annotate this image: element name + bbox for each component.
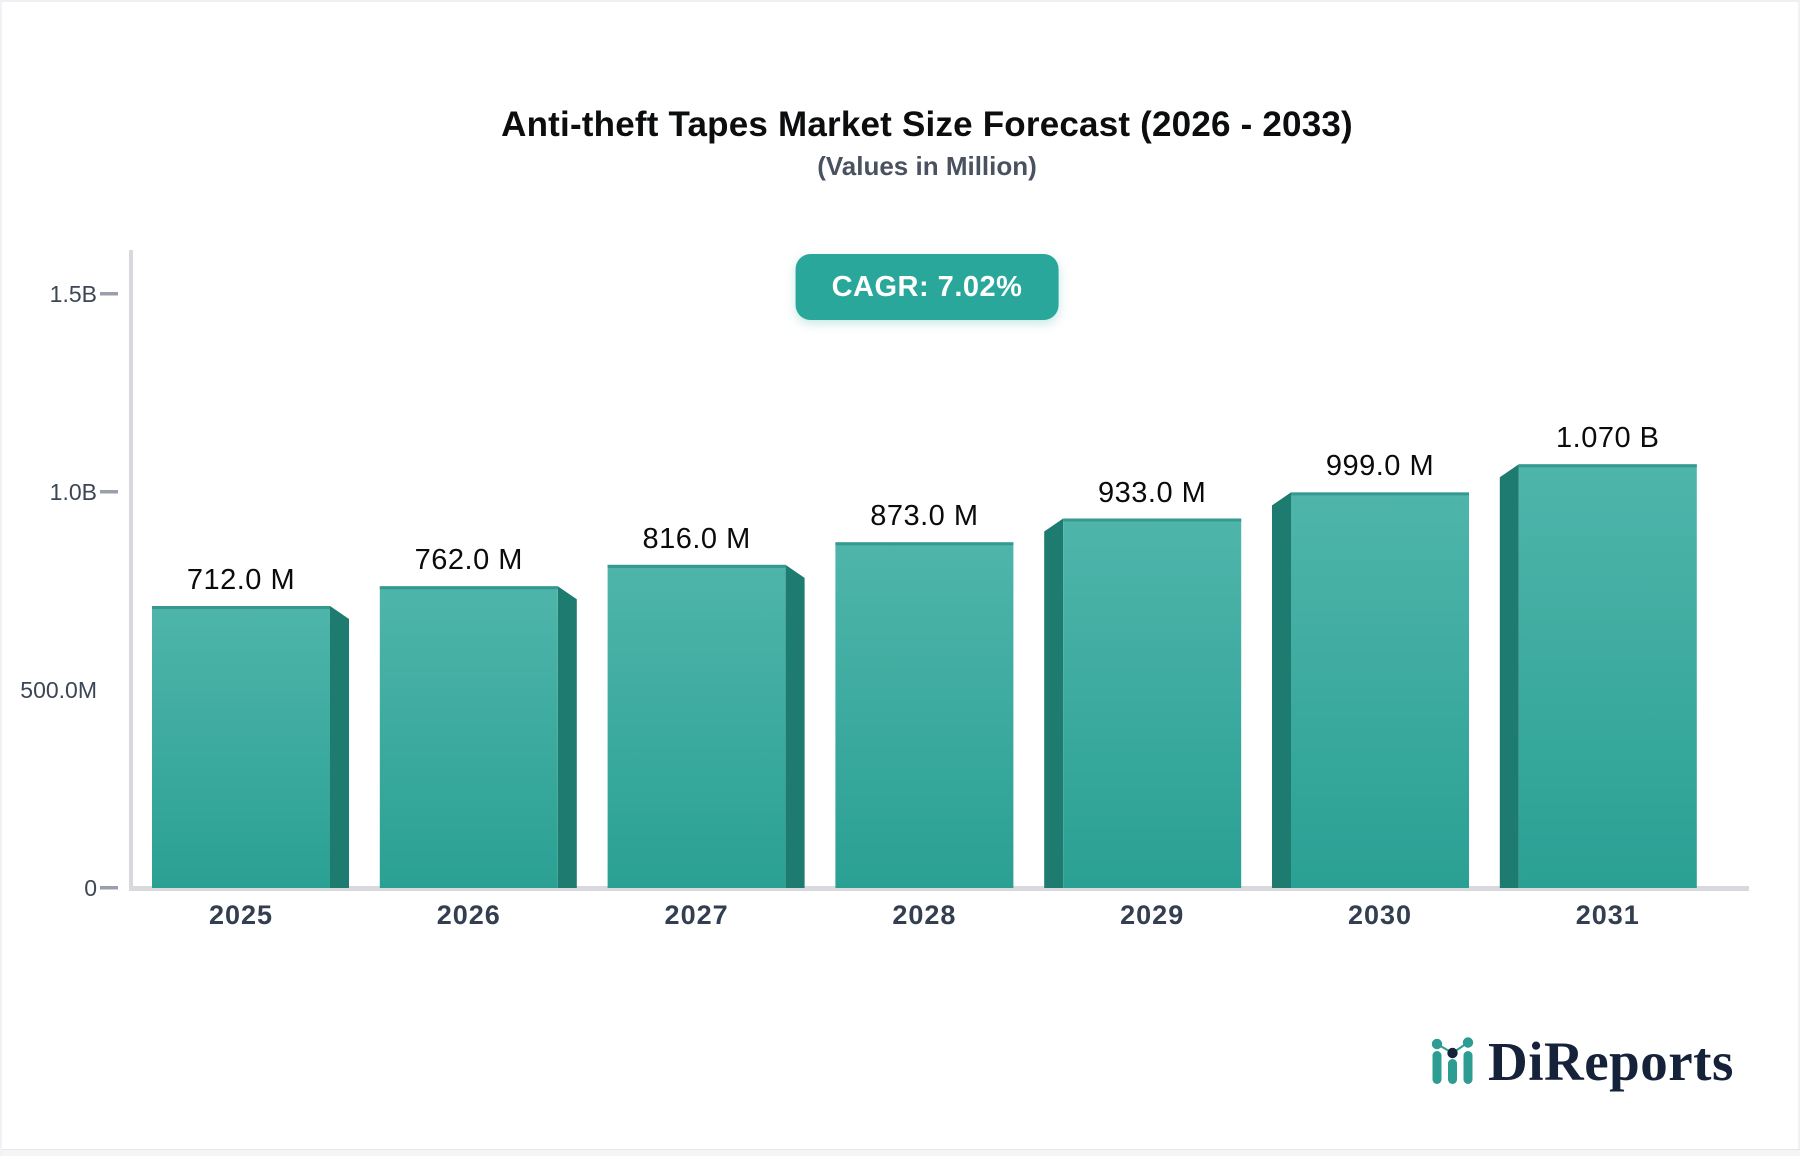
bar-side (330, 606, 349, 888)
x-axis-label: 2025 (208, 900, 274, 930)
y-axis-label: 1.0B (49, 479, 97, 505)
brand-logo-icon (1432, 1037, 1474, 1084)
bar-2030 (1272, 492, 1469, 888)
bar-2027 (607, 564, 805, 888)
brand-logo-text: DiReports (1488, 1030, 1734, 1092)
bar-front (1291, 492, 1469, 888)
x-axis-label: 2026 (436, 900, 501, 930)
chart-subtitle: (Values in Million) (817, 151, 1037, 181)
x-axis-label: 2029 (1120, 900, 1185, 930)
bar-side (1044, 518, 1064, 888)
x-axis-label: 2027 (664, 900, 729, 930)
y-axis-line (129, 250, 133, 891)
bar-side (785, 564, 805, 888)
bar-value-label: 1.070 B (1556, 422, 1660, 455)
bar-value-label: 873.0 M (870, 500, 979, 533)
bar-top-edge (1063, 518, 1242, 522)
bar-value-label: 712.0 M (186, 564, 296, 597)
y-axis-label: 0 (84, 875, 97, 901)
bar-top-edge (379, 586, 558, 590)
bar-2028 (835, 542, 1014, 888)
bar-side (1272, 492, 1291, 888)
bar-2026 (379, 586, 577, 888)
bar-value-label: 933.0 M (1098, 476, 1207, 509)
cagr-badge: CAGR: 7.02% (795, 254, 1059, 320)
y-tick (100, 490, 118, 494)
bar-top-edge (152, 606, 330, 610)
bar-top-edge (1518, 464, 1697, 468)
y-tick (100, 886, 118, 890)
bar-side (557, 586, 577, 888)
bar-value-label: 999.0 M (1325, 450, 1435, 483)
bar-front (379, 586, 558, 888)
cagr-badge-label: CAGR: 7.02% (831, 270, 1023, 303)
bar-2025 (152, 606, 349, 888)
bar-front (1518, 464, 1697, 888)
y-axis-label: 500.0M (20, 677, 97, 703)
bar-2031 (1499, 464, 1697, 888)
x-axis-label: 2030 (1347, 900, 1413, 930)
x-axis-label: 2028 (892, 900, 957, 930)
x-axis-label: 2031 (1575, 900, 1640, 930)
bar-front (152, 606, 330, 888)
chart-title: Anti-theft Tapes Market Size Forecast (2… (501, 105, 1353, 144)
bar-top-edge (607, 564, 786, 568)
bar-front (835, 542, 1014, 888)
bar-side (1499, 464, 1519, 888)
x-baseline (129, 886, 1749, 891)
bar-value-label: 816.0 M (642, 522, 751, 555)
bar-value-label: 762.0 M (414, 544, 523, 577)
bar-top-edge (1291, 492, 1469, 496)
footer-strip (2, 1149, 1800, 1156)
y-tick (100, 292, 118, 296)
bar-front (1063, 518, 1242, 888)
bar-top-edge (835, 542, 1014, 546)
bar-front (607, 564, 786, 888)
brand-logo: DiReports (1432, 1030, 1734, 1092)
bar-2029 (1044, 518, 1242, 888)
y-axis-label: 1.5B (49, 281, 97, 307)
